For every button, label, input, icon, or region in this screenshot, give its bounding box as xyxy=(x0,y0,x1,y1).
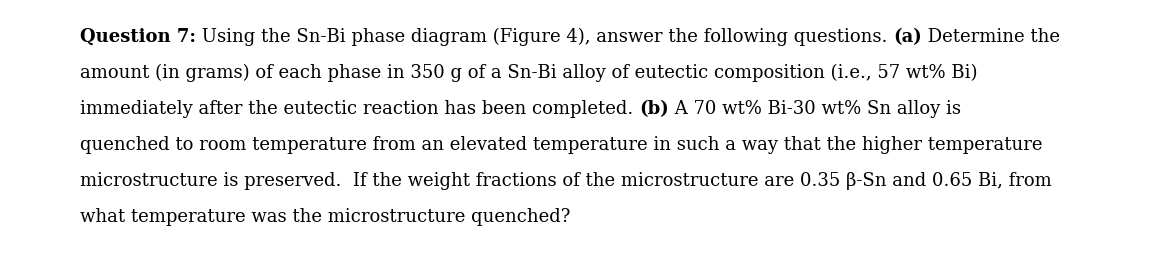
Text: amount (in grams) of each phase in 350 g of a Sn-Bi alloy of eutectic compositio: amount (in grams) of each phase in 350 g… xyxy=(81,64,977,82)
Text: Determine the: Determine the xyxy=(922,28,1060,46)
Text: A 70 wt% Bi-30 wt% Sn alloy is: A 70 wt% Bi-30 wt% Sn alloy is xyxy=(669,100,961,118)
Text: Question 7:: Question 7: xyxy=(81,28,196,46)
Text: what temperature was the microstructure quenched?: what temperature was the microstructure … xyxy=(81,208,571,226)
Text: (a): (a) xyxy=(893,28,922,46)
Text: microstructure is preserved.  If the weight fractions of the microstructure are : microstructure is preserved. If the weig… xyxy=(81,172,1052,190)
Text: immediately after the eutectic reaction has been completed.: immediately after the eutectic reaction … xyxy=(81,100,639,118)
Text: (b): (b) xyxy=(639,100,669,118)
Text: quenched to room temperature from an elevated temperature in such a way that the: quenched to room temperature from an ele… xyxy=(81,136,1043,154)
Text: Using the Sn-Bi phase diagram (Figure 4), answer the following questions.: Using the Sn-Bi phase diagram (Figure 4)… xyxy=(196,28,893,46)
